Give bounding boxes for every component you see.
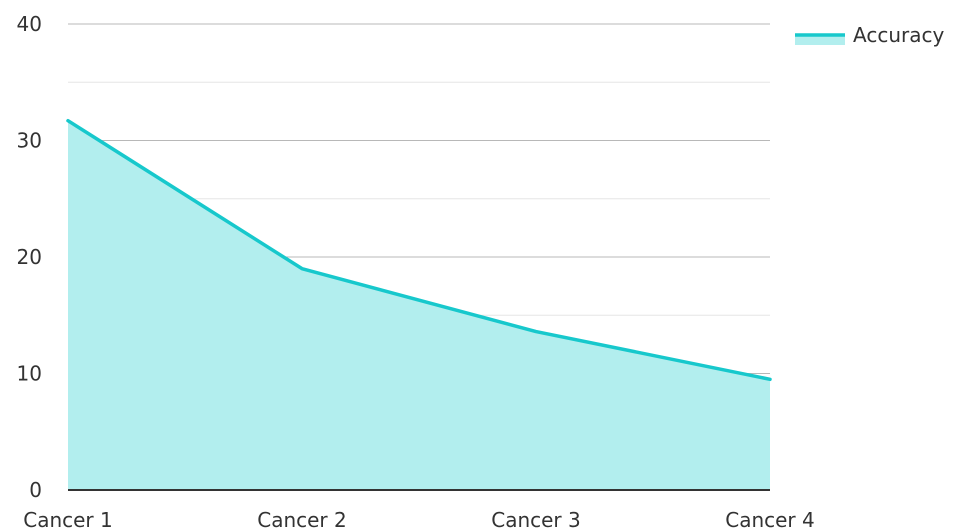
- y-tick-label: 40: [17, 12, 42, 36]
- y-tick-label: 20: [17, 245, 42, 269]
- data-point[interactable]: [62, 115, 74, 127]
- y-tick-label: 30: [17, 129, 42, 153]
- legend-label[interactable]: Accuracy: [853, 23, 944, 47]
- x-tick-label: Cancer 1: [23, 508, 113, 531]
- y-axis-tick-labels: 0 10 20 30 40: [17, 12, 42, 502]
- series-area-layer: [62, 115, 776, 490]
- x-tick-label: Cancer 3: [491, 508, 581, 531]
- x-axis-tick-labels: Cancer 1 Cancer 2 Cancer 3 Cancer 4: [23, 508, 815, 531]
- data-point[interactable]: [296, 263, 308, 275]
- data-point[interactable]: [764, 373, 776, 385]
- legend[interactable]: Accuracy: [795, 23, 944, 47]
- x-tick-label: Cancer 4: [725, 508, 815, 531]
- x-tick-label: Cancer 2: [257, 508, 347, 531]
- series-area-fill: [68, 120, 770, 490]
- y-tick-label: 0: [29, 478, 42, 502]
- series-line: [66, 118, 772, 382]
- data-point[interactable]: [530, 326, 542, 338]
- legend-swatch-fill[interactable]: [795, 34, 845, 45]
- y-tick-label: 10: [17, 362, 42, 386]
